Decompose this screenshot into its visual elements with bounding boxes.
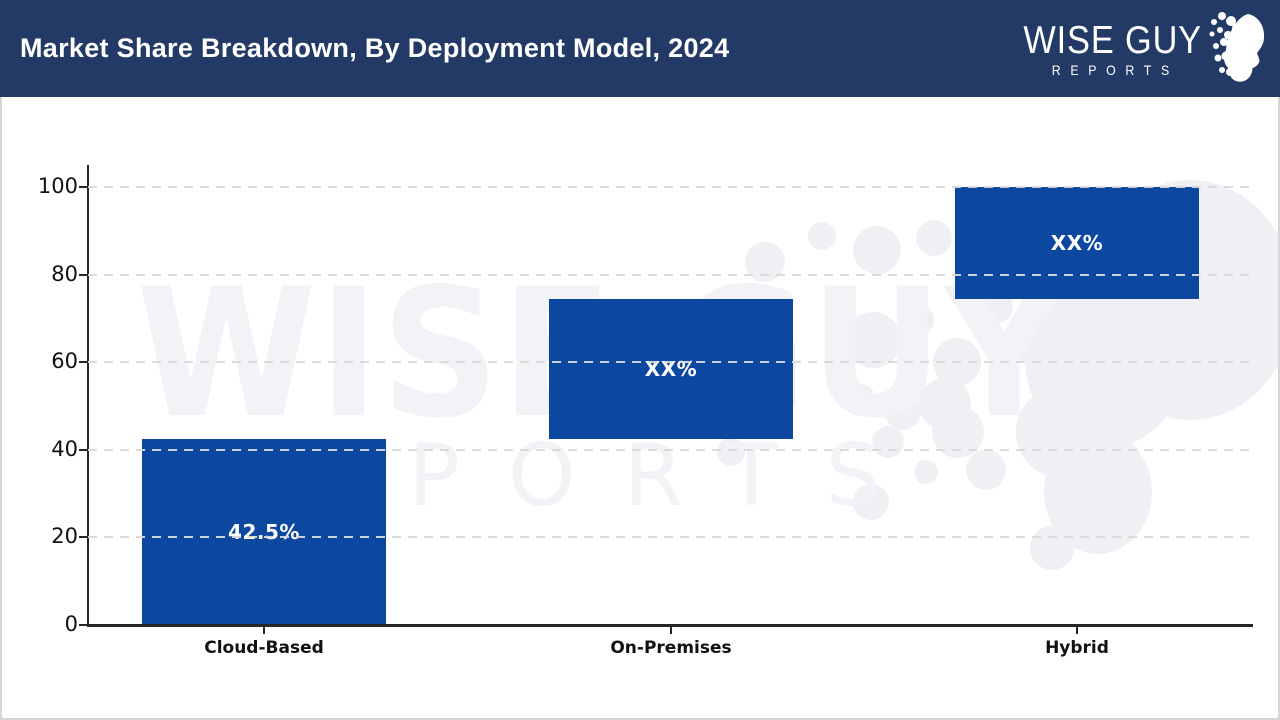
bar-on-premises: XX% — [549, 299, 793, 439]
bar-cloud-based: 42.5% — [142, 438, 386, 625]
y-axis-tick-label: 40 — [51, 436, 78, 461]
y-axis-tick — [79, 186, 87, 188]
x-axis-tick — [670, 627, 672, 634]
page-title: Market Share Breakdown, By Deployment Mo… — [20, 33, 730, 63]
x-axis-tick — [263, 627, 265, 634]
x-axis-category-label: Hybrid — [1045, 638, 1109, 658]
gridline — [88, 186, 1253, 188]
gridline — [88, 536, 1253, 539]
y-axis-tick — [79, 448, 87, 451]
header: Market Share Breakdown, By Deployment Mo… — [0, 0, 1280, 97]
bar-value-label: XX% — [644, 356, 698, 381]
chart-area: WISE GUY REPORTS 0 20 40 60 80 100 42.5% Cloud-… — [0, 97, 1280, 720]
bar-value-label: 42.5% — [228, 519, 300, 544]
brand-subtitle: REPORTS — [1051, 61, 1179, 78]
y-axis-tick — [79, 361, 87, 364]
gridline — [88, 361, 1253, 364]
gridline — [88, 273, 1253, 276]
bar-value-label: XX% — [1050, 231, 1104, 256]
brand-logo-text: WISE GUY REPORTS — [1023, 21, 1202, 77]
y-axis-tick-label: 60 — [51, 349, 78, 374]
watermark-face-dots-icon — [700, 180, 1280, 570]
y-axis-tick — [79, 536, 87, 539]
x-axis-category-label: On-Premises — [610, 638, 732, 658]
x-axis-line — [88, 624, 1253, 627]
x-axis-tick — [1076, 627, 1078, 634]
brand-face-icon — [1209, 11, 1265, 82]
y-axis-tick — [79, 273, 87, 276]
y-axis-tick — [79, 624, 87, 626]
y-axis-tick-label: 20 — [51, 524, 78, 549]
y-axis-line — [87, 165, 89, 627]
y-axis-tick-label: 100 — [37, 174, 78, 198]
brand-logo: WISE GUY REPORTS — [999, 8, 1266, 90]
y-axis-tick-label: 0 — [64, 612, 78, 636]
gridline — [88, 448, 1253, 451]
y-axis-tick-label: 80 — [51, 261, 78, 286]
x-axis-category-label: Cloud-Based — [204, 638, 324, 658]
brand-name: WISE GUY — [1023, 18, 1202, 62]
bar-hybrid: XX% — [955, 187, 1199, 300]
